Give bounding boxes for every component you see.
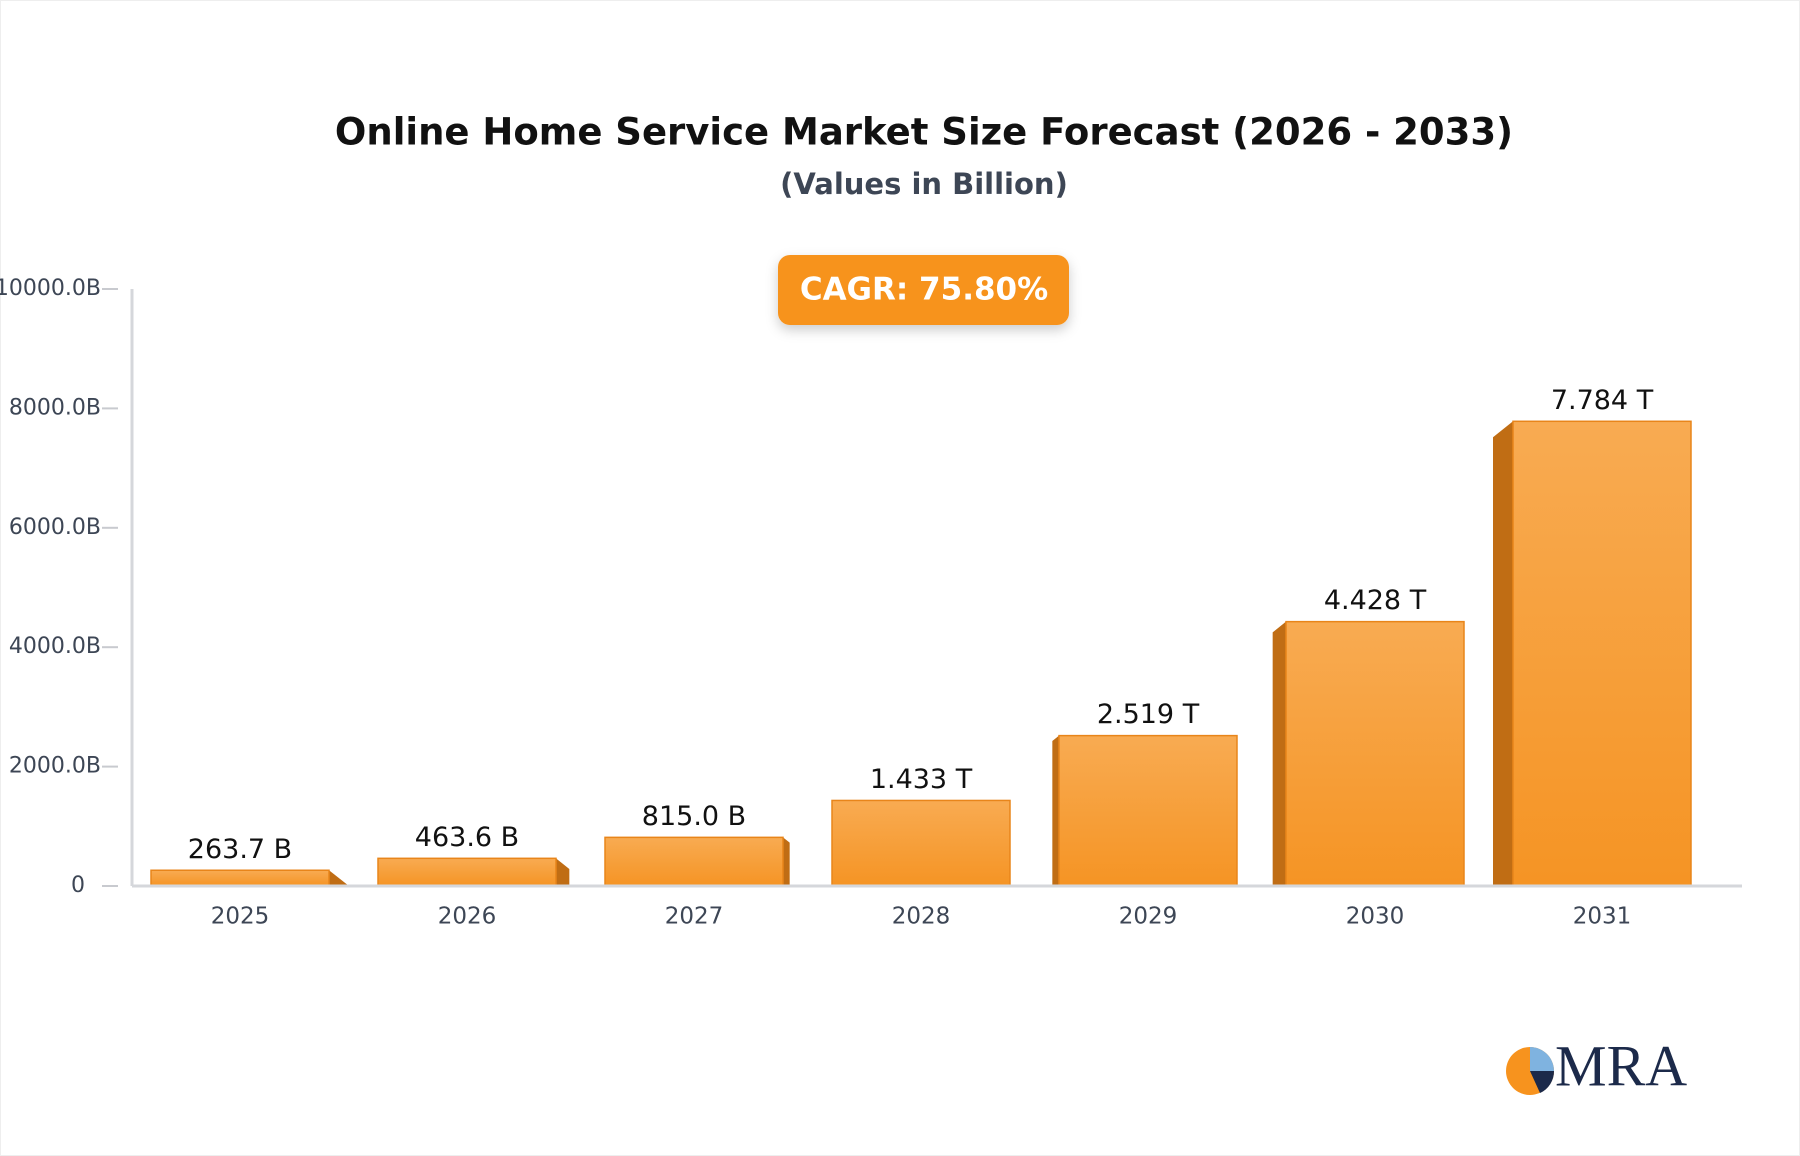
x-tick-label: 2030 <box>1346 904 1405 930</box>
logo-slice <box>1530 1071 1555 1093</box>
x-tick-label: 2025 <box>211 904 270 930</box>
y-tick-label: 8000.0B <box>9 395 101 420</box>
value-label: 463.6 B <box>415 822 519 853</box>
y-tick-label: 10000.0B <box>0 276 101 301</box>
logo-slice <box>1530 1047 1554 1071</box>
bar <box>150 869 330 887</box>
y-tick-label: 2000.0B <box>9 754 101 779</box>
y-tick-label: 6000.0B <box>9 515 101 540</box>
x-tick-label: 2029 <box>1119 904 1178 930</box>
x-tick-label: 2031 <box>1573 904 1632 930</box>
bar <box>1285 620 1465 887</box>
value-label: 815.0 B <box>642 801 746 832</box>
badge-text: CAGR: 75.80% <box>800 272 1048 308</box>
y-tick-label: 0 <box>71 873 85 898</box>
value-label: 263.7 B <box>188 834 292 865</box>
x-tick-label: 2028 <box>892 904 951 930</box>
bar <box>377 857 557 887</box>
bar-side <box>783 837 790 886</box>
badge-background <box>778 255 1069 325</box>
value-label: 7.784 T <box>1551 385 1654 416</box>
y-tick-label: 4000.0B <box>9 634 101 659</box>
cagr-badge: CAGR: 75.80% <box>778 255 1069 325</box>
bar-side <box>1272 621 1286 886</box>
bar <box>604 836 784 887</box>
bar-side <box>556 858 570 886</box>
bar-side <box>1052 735 1059 886</box>
value-label: 1.433 T <box>870 764 973 795</box>
logo-text: MRA <box>1555 1033 1687 1098</box>
logo: MRA <box>1506 1033 1687 1098</box>
chart-title: Online Home Service Market Size Forecast… <box>335 111 1513 154</box>
chart-subtitle: (Values in Billion) <box>780 167 1068 201</box>
bar <box>1512 420 1692 887</box>
value-label: 2.519 T <box>1097 699 1200 730</box>
bar-side <box>329 870 349 886</box>
bar-side <box>1493 421 1513 886</box>
x-tick-label: 2026 <box>438 904 497 930</box>
bar <box>1058 734 1238 887</box>
x-tick-label: 2027 <box>665 904 724 930</box>
value-label: 4.428 T <box>1324 585 1427 616</box>
bar <box>831 799 1011 887</box>
